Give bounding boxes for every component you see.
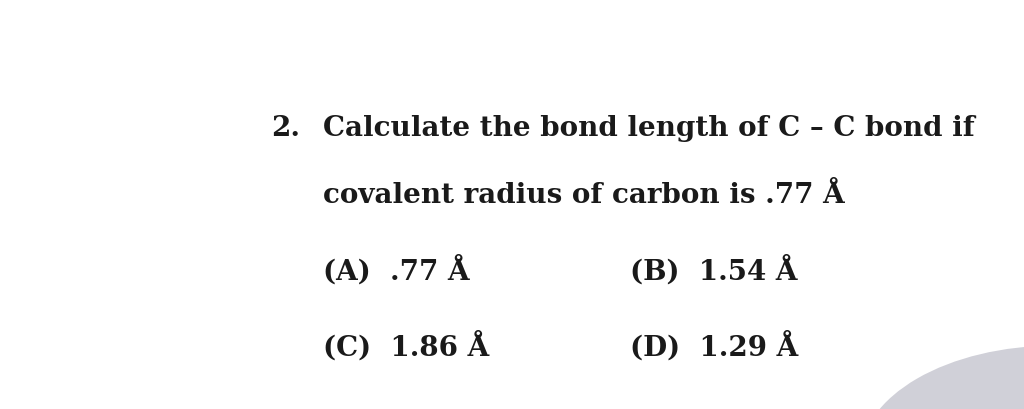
Text: (D)  1.29 Å: (D) 1.29 Å: [630, 331, 798, 362]
Text: Calculate the bond length of C – C bond if: Calculate the bond length of C – C bond …: [323, 115, 974, 142]
Text: 2.: 2.: [271, 115, 300, 142]
Text: (A)  .77 Å: (A) .77 Å: [323, 256, 469, 286]
Text: covalent radius of carbon is .77 Å: covalent radius of carbon is .77 Å: [323, 182, 845, 209]
Text: (B)  1.54 Å: (B) 1.54 Å: [630, 256, 798, 286]
Ellipse shape: [860, 346, 1024, 409]
Text: (C)  1.86 Å: (C) 1.86 Å: [323, 331, 488, 362]
